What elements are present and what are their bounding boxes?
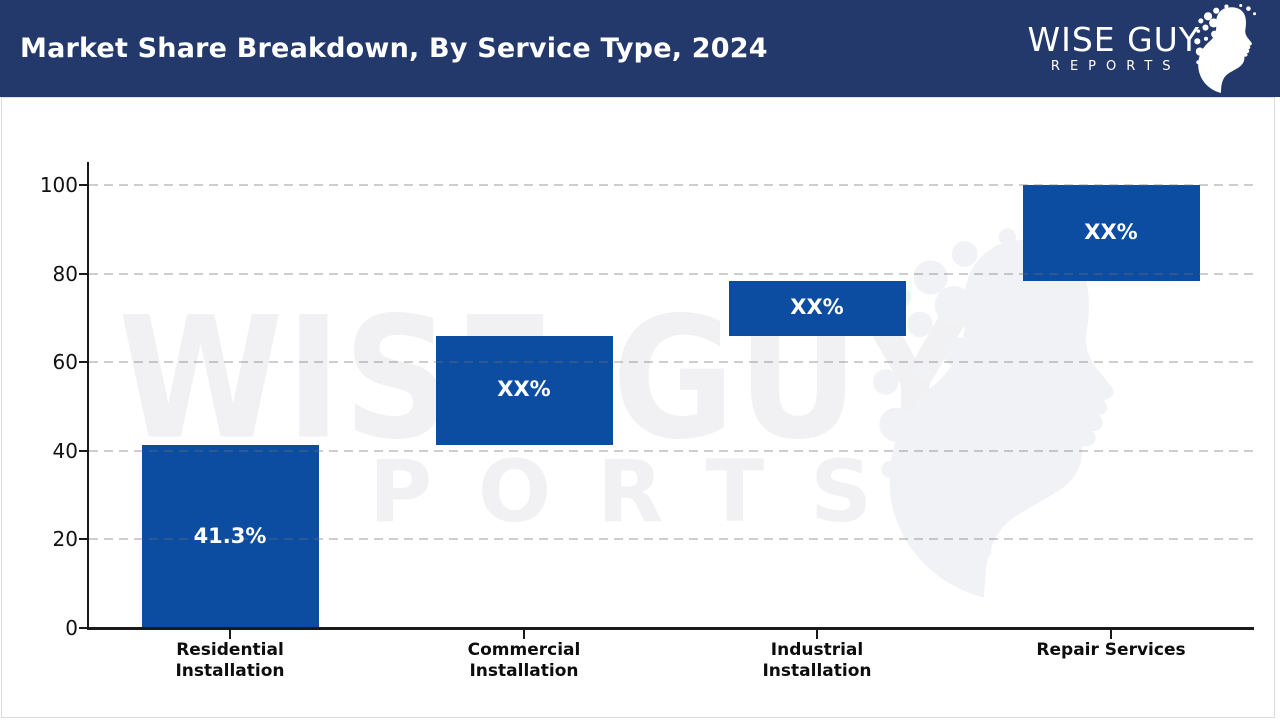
bar-segment bbox=[435, 335, 613, 446]
bar-segment bbox=[141, 445, 319, 628]
x-category-label: Industrial Installation bbox=[762, 640, 872, 681]
y-tick-mark bbox=[79, 538, 88, 541]
gridline bbox=[89, 361, 1253, 364]
header: Market Share Breakdown, By Service Type,… bbox=[0, 0, 1280, 97]
x-tick-mark bbox=[229, 630, 231, 639]
logo-subtitle: REPORTS bbox=[1050, 59, 1181, 74]
gridline bbox=[89, 272, 1253, 275]
x-axis-line bbox=[87, 627, 1254, 630]
y-tick-mark bbox=[79, 361, 88, 364]
x-tick-mark bbox=[1110, 630, 1112, 639]
bar-segment bbox=[1022, 185, 1200, 282]
logo-head-icon bbox=[1194, 3, 1257, 93]
y-tick-mark bbox=[79, 184, 88, 186]
bar-value-label: 41.3% bbox=[193, 523, 267, 548]
bar-value-label: XX% bbox=[1084, 220, 1138, 245]
y-axis-line bbox=[87, 162, 89, 629]
brand-logo: WISE GUY REPORTS bbox=[1027, 0, 1280, 97]
bar-value-label: XX% bbox=[790, 295, 844, 320]
watermark-head-icon bbox=[872, 226, 1132, 598]
bar-value-label: XX% bbox=[497, 377, 551, 402]
x-category-label: Residential Installation bbox=[175, 640, 285, 681]
gridline bbox=[89, 449, 1253, 452]
y-tick-label: 20 bbox=[52, 527, 78, 552]
y-tick-mark bbox=[79, 272, 88, 275]
x-tick-mark bbox=[816, 630, 818, 639]
y-tick-label: 0 bbox=[65, 616, 78, 640]
bar-segment bbox=[728, 281, 906, 336]
gridline bbox=[89, 538, 1253, 541]
y-tick-label: 40 bbox=[52, 438, 78, 463]
y-tick-label: 100 bbox=[39, 173, 78, 197]
y-tick-mark bbox=[79, 449, 88, 452]
page-title: Market Share Breakdown, By Service Type,… bbox=[20, 33, 768, 64]
logo-wordmark: WISE GUY bbox=[1027, 20, 1200, 59]
y-tick-label: 60 bbox=[52, 350, 78, 375]
y-tick-label: 80 bbox=[52, 261, 78, 286]
gridline bbox=[89, 184, 1253, 186]
logo-text: WISE GUY REPORTS bbox=[1027, 20, 1200, 75]
y-tick-mark bbox=[79, 627, 88, 629]
x-category-label: Repair Services bbox=[1036, 640, 1186, 660]
x-tick-mark bbox=[523, 630, 525, 639]
x-category-label: Commercial Installation bbox=[467, 640, 581, 681]
